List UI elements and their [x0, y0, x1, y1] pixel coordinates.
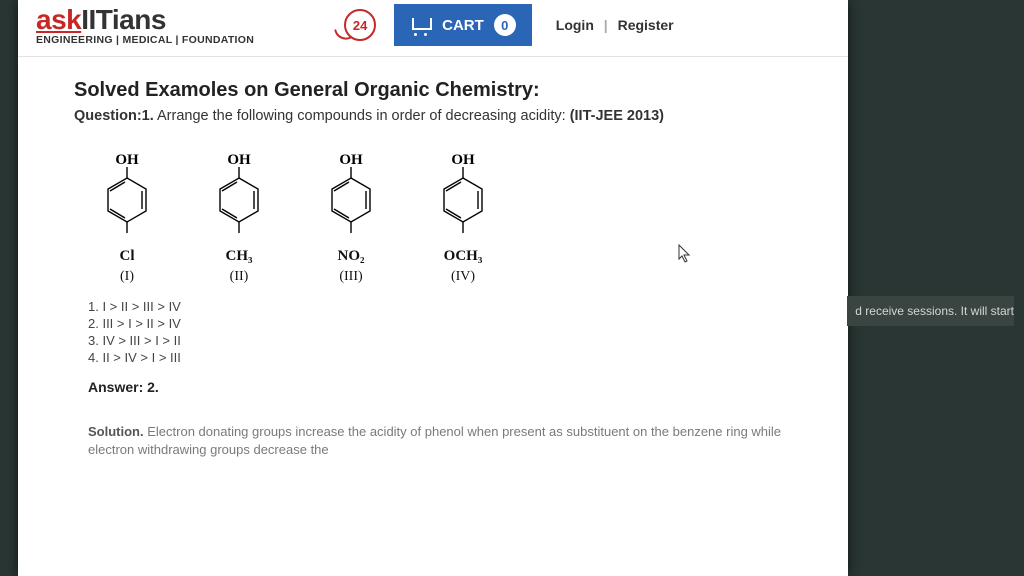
compound-1: OH Cl (I)	[86, 152, 168, 285]
question-label: Question:1.	[74, 108, 154, 124]
compound-bottom: NO₂	[310, 248, 392, 265]
side-snippet: d receive sessions. It will start	[847, 296, 1014, 326]
solution-block: Solution. Electron donating groups incre…	[88, 423, 792, 459]
compound-bottom: Cl	[86, 248, 168, 265]
cart-button[interactable]: CART 0	[394, 4, 532, 46]
compound-roman: (IV)	[422, 269, 504, 285]
brand-tagline: ENGINEERING | MEDICAL | FOUNDATION	[36, 34, 254, 46]
option-3: 3. IV > III > I > II	[88, 333, 792, 348]
compound-2: OH CH₃ (II)	[198, 152, 280, 285]
register-link[interactable]: Register	[618, 17, 674, 33]
brand-suffix: IITians	[81, 4, 166, 35]
page-title: Solved Examoles on General Organic Chemi…	[74, 79, 792, 102]
compound-4: OH OCH₃ (IV)	[422, 152, 504, 285]
svg-text:OH: OH	[227, 152, 251, 168]
svg-text:OH: OH	[451, 152, 475, 168]
option-1: 1. I > II > III > IV	[88, 299, 792, 314]
svg-text:OH: OH	[339, 152, 363, 168]
solution-text: Electron donating groups increase the ac…	[88, 424, 781, 457]
benzene-icon: OH	[206, 152, 272, 244]
cart-icon	[410, 16, 432, 34]
svg-text:OH: OH	[115, 152, 139, 168]
page-card: askIITians ENGINEERING | MEDICAL | FOUND…	[18, 0, 848, 576]
question-line: Question:1. Arrange the following compou…	[74, 108, 792, 124]
header: askIITians ENGINEERING | MEDICAL | FOUND…	[18, 0, 848, 57]
phone-label: 24	[353, 18, 367, 33]
compound-roman: (III)	[310, 269, 392, 285]
cart-label: CART	[442, 17, 484, 34]
option-2: 2. III > I > II > IV	[88, 316, 792, 331]
compound-roman: (I)	[86, 269, 168, 285]
auth-links: Login | Register	[556, 17, 674, 33]
auth-sep: |	[604, 17, 608, 33]
benzene-icon: OH	[318, 152, 384, 244]
answer-line: Answer: 2.	[88, 379, 792, 395]
question-source: (IIT-JEE 2013)	[570, 108, 664, 124]
question-text: Arrange the following compounds in order…	[157, 108, 566, 124]
benzene-icon: OH	[94, 152, 160, 244]
login-link[interactable]: Login	[556, 17, 594, 33]
brand-prefix: ask	[36, 4, 81, 35]
brand-logo[interactable]: askIITians	[36, 4, 254, 36]
solution-label: Solution.	[88, 424, 144, 439]
compound-roman: (II)	[198, 269, 280, 285]
content: Solved Examoles on General Organic Chemi…	[18, 57, 848, 459]
cart-count: 0	[494, 14, 516, 36]
answer-label: Answer:	[88, 379, 143, 395]
phone-icon[interactable]: 24	[344, 9, 376, 41]
compound-bottom: OCH₃	[422, 248, 504, 265]
cursor-icon	[678, 244, 692, 264]
compound-bottom: CH₃	[198, 248, 280, 265]
options-list: 1. I > II > III > IV 2. III > I > II > I…	[88, 299, 792, 365]
answer-value: 2.	[147, 379, 159, 395]
benzene-icon: OH	[430, 152, 496, 244]
compounds-row: OH Cl (I) OH	[86, 152, 792, 285]
brand-block: askIITians ENGINEERING | MEDICAL | FOUND…	[36, 4, 254, 46]
compound-3: OH NO₂ (III)	[310, 152, 392, 285]
option-4: 4. II > IV > I > III	[88, 350, 792, 365]
